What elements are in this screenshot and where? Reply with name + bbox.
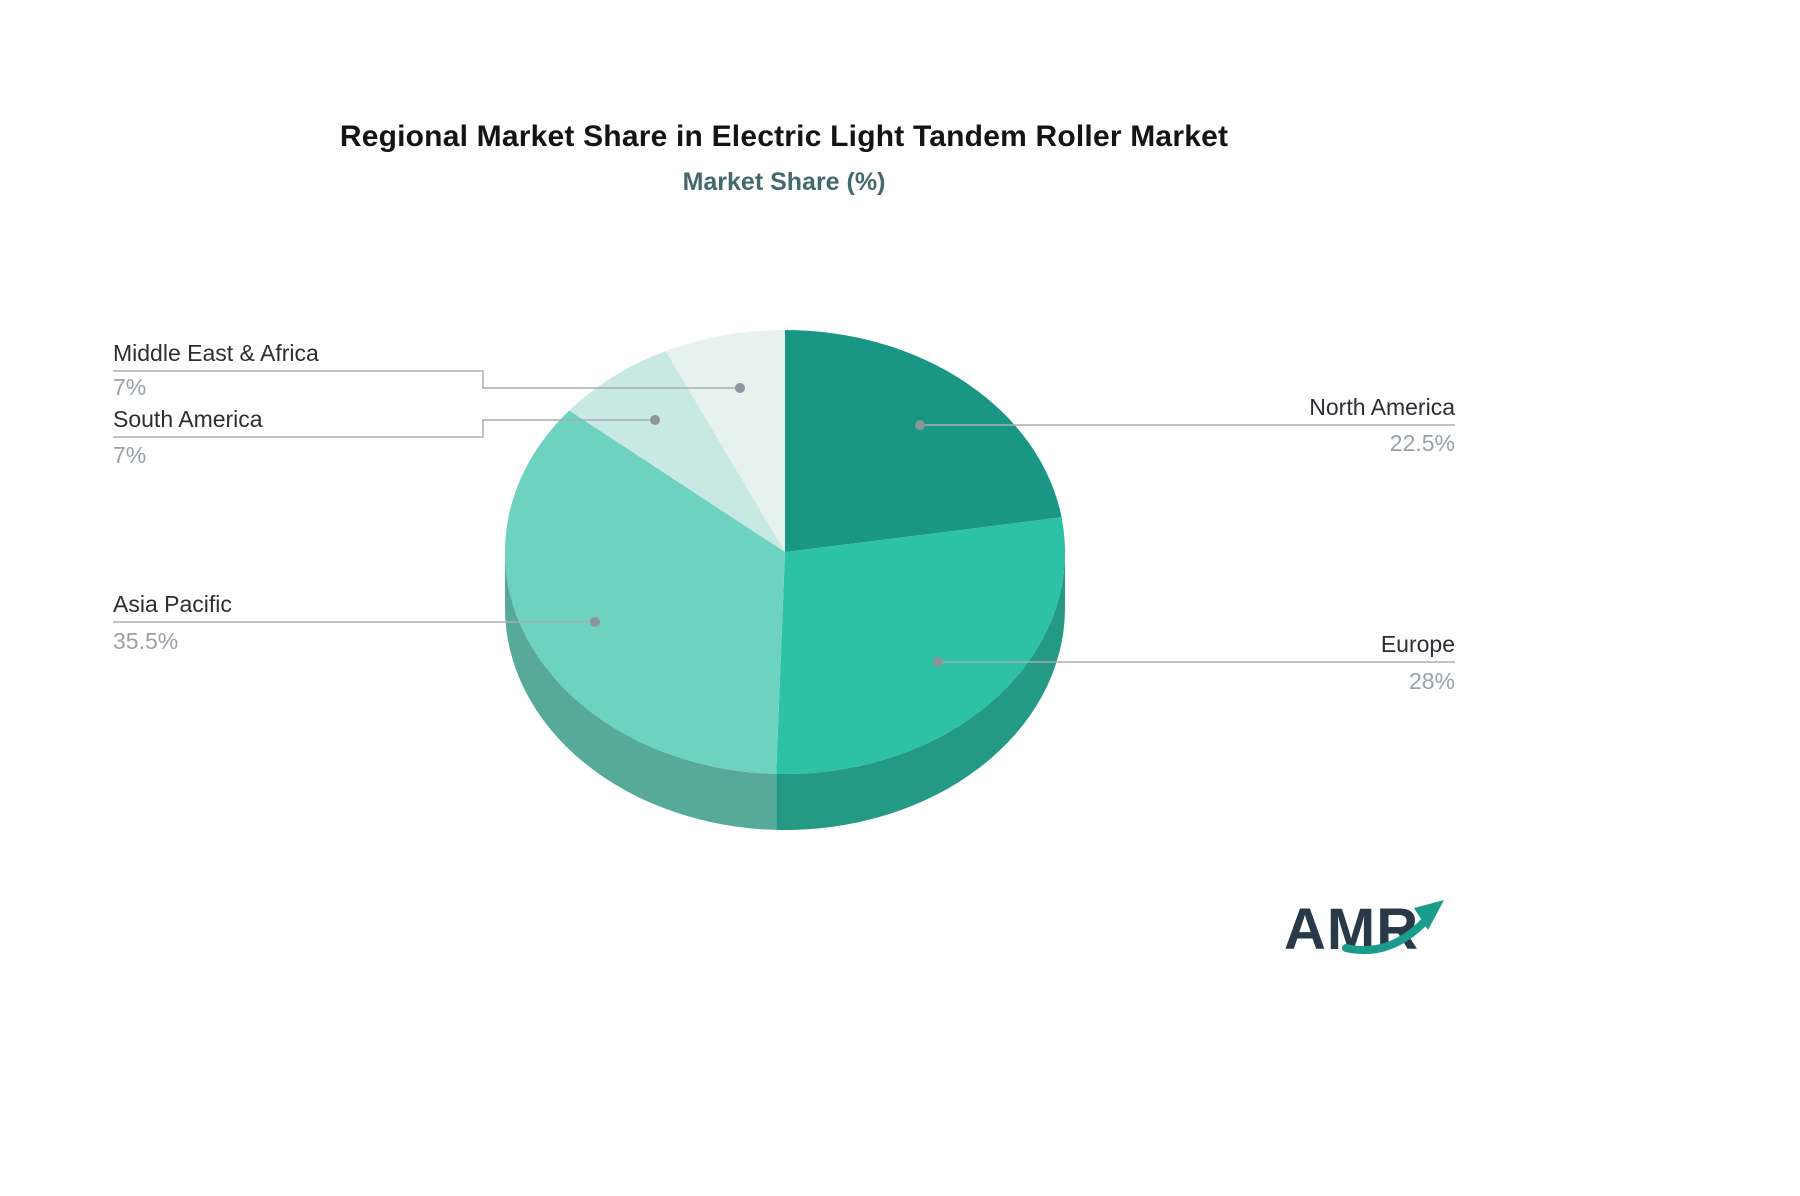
label-north-america: North America [1309, 394, 1455, 420]
label-europe: Europe [1380, 631, 1455, 657]
value-north-america: 22.5% [1389, 430, 1455, 456]
chart-subtitle: Market Share (%) [682, 168, 886, 196]
value-middle-east-africa: 7% [113, 374, 147, 400]
label-asia-pacific: Asia Pacific [113, 591, 232, 617]
amr-logo: AMR [1284, 896, 1454, 970]
value-south-america: 7% [113, 442, 147, 468]
value-asia-pacific: 35.5% [113, 628, 179, 654]
value-europe: 28% [1408, 668, 1455, 694]
chart-title: Regional Market Share in Electric Light … [339, 120, 1229, 153]
label-south-america: South America [113, 406, 263, 432]
amr-logo-text: AMR [1284, 897, 1420, 962]
label-middle-east-africa: Middle East & Africa [113, 340, 319, 366]
